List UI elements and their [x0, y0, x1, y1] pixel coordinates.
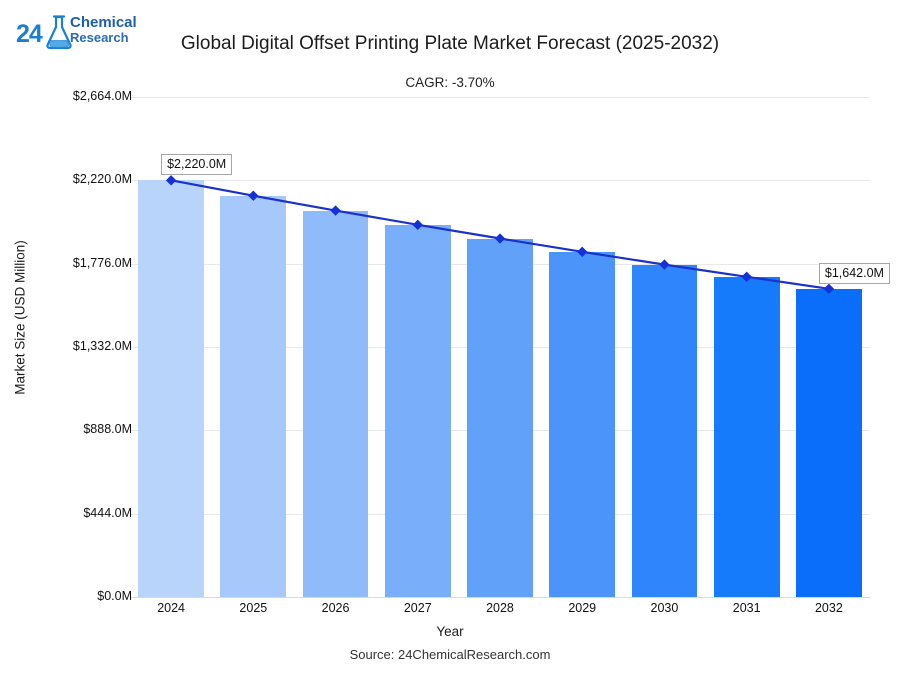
y-axis-tick-label: $444.0M [83, 505, 132, 520]
bar-2026[interactable] [302, 210, 369, 597]
y-axis-tick-label: $1,776.0M [72, 255, 132, 270]
x-axis-title: Year [436, 624, 464, 639]
x-axis-tick-label: 2027 [403, 601, 432, 615]
y-axis-tick-label: $1,332.0M [72, 339, 132, 353]
source-note: Source: 24ChemicalResearch.com [349, 647, 551, 662]
bar-2025[interactable] [220, 195, 287, 597]
bar-2028[interactable] [467, 238, 533, 597]
x-axis-tick-label: 2032 [814, 601, 843, 615]
data-label-2032: $1,642.0M [818, 262, 890, 284]
gridline [130, 180, 870, 182]
bar-2024[interactable] [138, 180, 204, 597]
bar-2029[interactable] [549, 251, 616, 597]
x-axis-tick-label: 2031 [732, 601, 761, 615]
y-axis-tick-label: $0.0M [97, 589, 132, 603]
flask-icon [44, 14, 74, 52]
data-label-2024: $2,220.0M [161, 154, 233, 176]
x-axis-tick-label: 2025 [239, 601, 268, 615]
brand-logo: 24 Chemical Research [16, 12, 137, 54]
logo-number: 24 [16, 20, 43, 48]
bar-2030[interactable] [631, 264, 698, 597]
bar-2027[interactable] [384, 224, 451, 597]
x-axis-tick-label: 2028 [486, 601, 514, 615]
logo-line-chemical: Chemical [70, 14, 137, 31]
bar-2031[interactable] [713, 276, 780, 597]
logo-wordmark: Chemical Research [70, 15, 137, 45]
y-axis-tick-label: $2,664.0M [72, 89, 132, 103]
bar-2032[interactable] [796, 288, 862, 597]
x-axis-tick-label: 2026 [321, 601, 350, 615]
chart-plot-area: $0.0M $444.0M $888.0M $1,332.0M $1,776.0M $2,… [73, 89, 890, 615]
page-title: Global Digital Offset Printing Plate Mar… [180, 33, 720, 54]
y-axis-tick-label: $2,220.0M [72, 172, 132, 187]
x-axis-tick-label: 2030 [650, 601, 679, 615]
x-axis-tick-label: 2024 [157, 601, 186, 615]
y-axis-tick-label: $888.0M [83, 422, 132, 437]
x-axis-tick-label: 2029 [568, 601, 597, 615]
gridline [130, 97, 870, 98]
logo-line-research: Research [70, 30, 129, 45]
gridline [130, 597, 870, 598]
cagr-subtitle: CAGR: -3.70% [405, 75, 495, 90]
y-axis-title: Market Size (USD Million) [12, 240, 28, 395]
